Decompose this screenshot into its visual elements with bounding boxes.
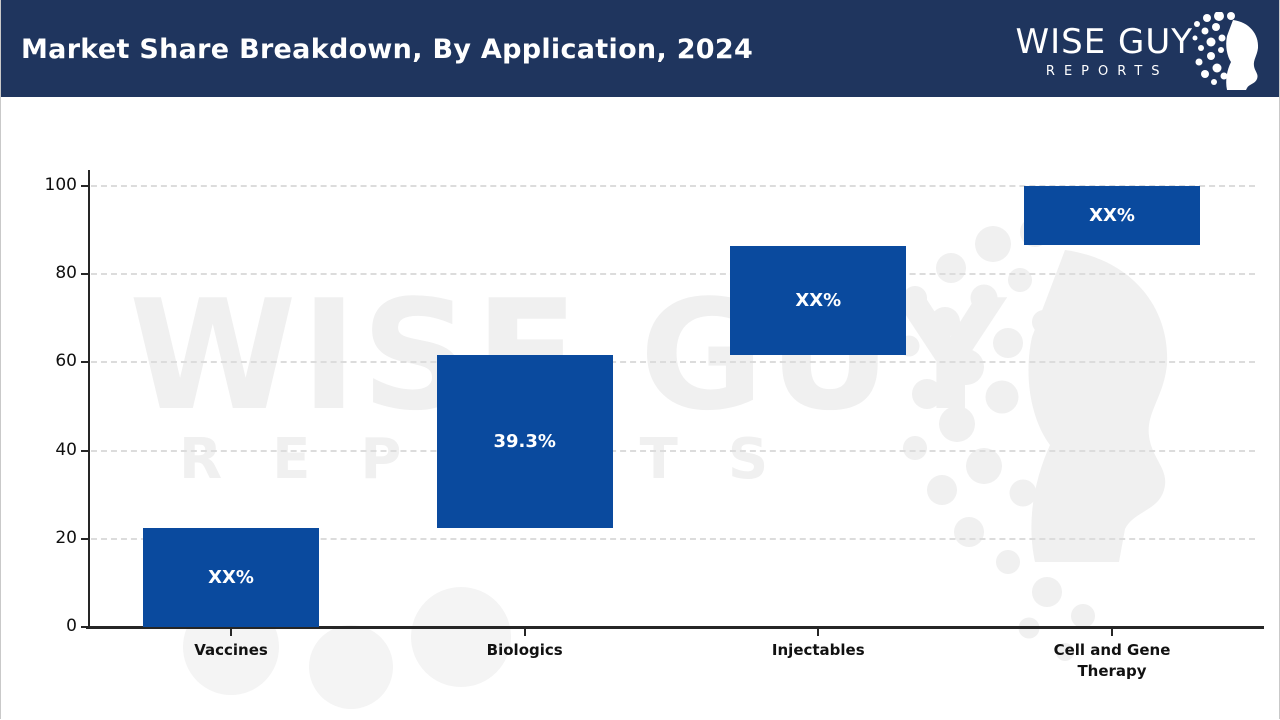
- wiseguy-logo: WISE GUY REPORTS: [1015, 8, 1265, 90]
- wiseguy-face-icon: [1192, 12, 1259, 90]
- y-tick-mark-0: [81, 626, 89, 628]
- chart-title: Market Share Breakdown, By Application, …: [21, 34, 754, 65]
- plot: 0 20 40 60 80 100 XX% Vaccines 39.3% Biologics XX%…: [1, 97, 1279, 720]
- y-tick-label-80: 80: [55, 263, 77, 284]
- x-category-label-1: Biologics: [486, 641, 563, 659]
- y-tick-mark-20: [81, 537, 89, 540]
- gridline-60: [91, 361, 1255, 364]
- header-bar: Market Share Breakdown, By Application, …: [1, 0, 1279, 97]
- y-tick-mark-100: [81, 185, 89, 187]
- x-tick-mark-3: [1111, 629, 1113, 636]
- chart-area: WISE GUY REPORTS: [1, 97, 1279, 720]
- bar-value-label: XX%: [1089, 205, 1135, 227]
- bar-value-label: XX%: [795, 289, 842, 311]
- x-tick-mark-2: [817, 629, 820, 636]
- y-tick-mark-40: [81, 449, 89, 452]
- x-tick-mark-1: [523, 629, 526, 636]
- x-category-label-3: Cell and Gene Therapy: [1053, 641, 1171, 680]
- y-tick-label-0: 0: [66, 616, 77, 636]
- y-tick-label-20: 20: [55, 527, 77, 548]
- x-category-label-0: Vaccines: [194, 641, 268, 659]
- bar-cell-and-gene-therapy: XX%: [1024, 186, 1200, 246]
- y-tick-label-40: 40: [55, 439, 77, 460]
- bar-value-label: XX%: [208, 567, 254, 589]
- gridline-40: [91, 449, 1255, 452]
- y-tick-mark-60: [81, 361, 89, 364]
- y-tick-mark-80: [81, 273, 89, 276]
- x-category-label-2: Injectables: [771, 641, 865, 659]
- bar-vaccines: XX%: [143, 528, 319, 627]
- logo-line1: WISE GUY: [1015, 22, 1193, 62]
- y-axis-line: [88, 170, 90, 629]
- x-axis-line: [86, 626, 1264, 629]
- bar-value-label: 39.3%: [493, 431, 556, 453]
- logo-line2: REPORTS: [1045, 64, 1169, 79]
- bar-injectables: XX%: [730, 245, 907, 355]
- wiseguy-wordmark: WISE GUY REPORTS: [1015, 22, 1193, 79]
- gridline-100: [91, 185, 1255, 187]
- bar-biologics: 39.3%: [436, 354, 613, 529]
- gridline-20: [91, 537, 1255, 540]
- x-tick-mark-0: [230, 629, 232, 636]
- y-tick-label-60: 60: [55, 351, 77, 372]
- y-tick-label-100: 100: [44, 175, 77, 195]
- gridline-80: [91, 273, 1255, 276]
